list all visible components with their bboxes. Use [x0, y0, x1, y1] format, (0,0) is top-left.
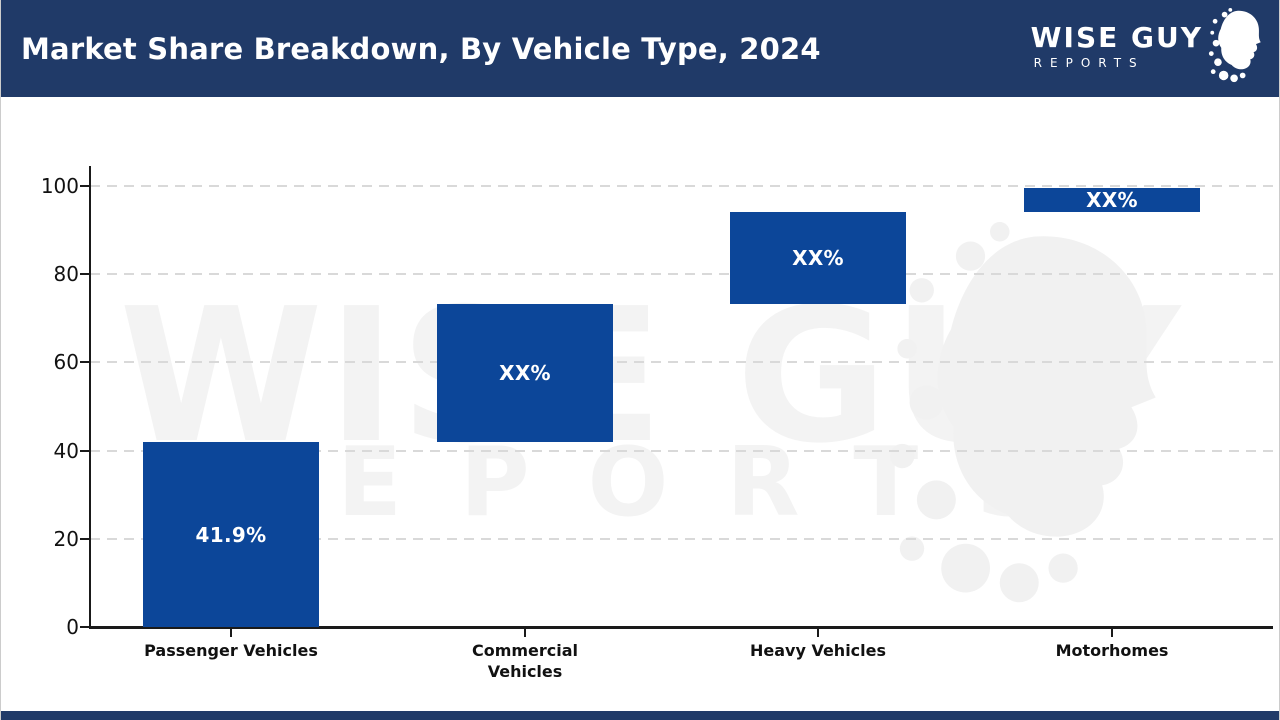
- y-tick-label: 40: [53, 438, 79, 463]
- x-axis-label: Commercial Vehicles: [375, 640, 675, 682]
- x-tick-mark: [524, 629, 526, 637]
- bar: 41.9%: [143, 442, 319, 627]
- x-axis-label-line: Passenger Vehicles: [144, 641, 318, 660]
- y-tick-label: 80: [53, 262, 79, 287]
- y-tick-mark: [80, 537, 89, 540]
- y-tick-label: 20: [53, 526, 79, 551]
- x-axis-label-line: Commercial: [471, 641, 579, 660]
- y-tick-mark: [80, 273, 89, 276]
- bar-value-label: XX%: [1086, 187, 1138, 212]
- y-axis-spine: [89, 166, 91, 629]
- y-tick-label: 0: [66, 615, 79, 639]
- y-tick-label: 100: [40, 174, 79, 198]
- x-axis-spine: [89, 626, 1273, 629]
- x-axis-label-line: Motorhomes: [1055, 641, 1169, 660]
- logo-wordmark-line2: REPORTS: [1033, 55, 1145, 70]
- bar-value-label: XX%: [499, 361, 551, 386]
- page-title: Market Share Breakdown, By Vehicle Type,…: [21, 31, 821, 66]
- y-tick-mark: [80, 626, 89, 628]
- y-tick-label: 60: [53, 350, 79, 375]
- bar: XX%: [730, 212, 906, 305]
- x-tick-mark: [817, 629, 819, 637]
- x-axis-label-line: Vehicles: [487, 662, 563, 681]
- wiseguy-logo: WISE GUY REPORTS: [1031, 8, 1265, 84]
- gridline: [90, 449, 1273, 452]
- gridline: [90, 537, 1273, 540]
- x-axis-label: Passenger Vehicles: [81, 640, 381, 661]
- bar: XX%: [1024, 187, 1200, 212]
- bar: XX%: [437, 304, 613, 443]
- logo-wordmark: WISE GUY REPORTS: [1030, 20, 1203, 70]
- x-axis-label-line: Heavy Vehicles: [749, 641, 887, 660]
- x-tick-mark: [230, 629, 232, 637]
- bar-value-label: XX%: [792, 246, 844, 271]
- x-tick-mark: [1111, 629, 1113, 637]
- gridline: [90, 185, 1273, 187]
- gridline: [90, 361, 1273, 364]
- gridline: [90, 273, 1273, 276]
- footer-bar: [1, 711, 1279, 720]
- x-axis-label: Motorhomes: [962, 640, 1262, 661]
- y-tick-mark: [80, 449, 89, 452]
- y-tick-mark: [80, 361, 89, 364]
- y-tick-mark: [80, 185, 89, 187]
- dotted-face-profile-icon: [1208, 8, 1261, 83]
- bar-value-label: 41.9%: [195, 522, 267, 547]
- logo-wordmark-line1: WISE GUY: [1030, 20, 1203, 54]
- x-axis-label: Heavy Vehicles: [668, 640, 968, 661]
- header-bar: Market Share Breakdown, By Vehicle Type,…: [1, 0, 1279, 97]
